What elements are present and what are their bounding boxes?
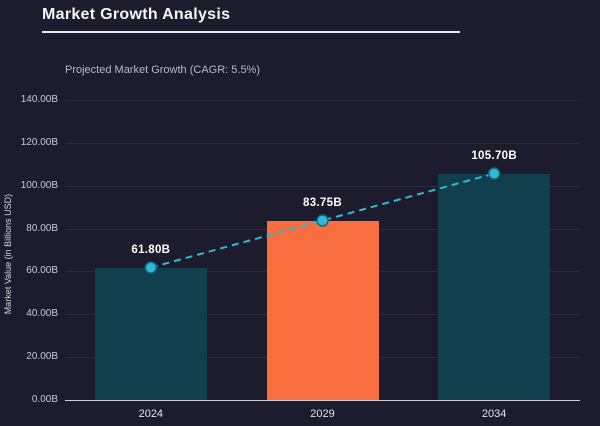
x-tick-label: 2029 — [310, 408, 335, 420]
bar — [266, 220, 379, 400]
gridline — [65, 142, 580, 144]
y-tick-label: 20.00B — [26, 351, 58, 363]
y-tick-label: 80.00B — [26, 222, 58, 234]
x-axis-line — [65, 400, 580, 401]
title-underline — [42, 31, 460, 33]
x-tick-label: 2024 — [138, 408, 164, 420]
chart-subtitle: Projected Market Growth (CAGR: 5.5%) — [65, 64, 261, 76]
y-tick-label: 140.00B — [20, 94, 58, 105]
page-title: Market Growth Analysis — [42, 6, 231, 23]
bar — [438, 173, 551, 400]
gridline — [65, 100, 580, 101]
y-tick-label: 0.00B — [31, 394, 58, 405]
y-tick-label: 40.00B — [26, 308, 58, 320]
y-tick-label: 100.00B — [20, 179, 58, 191]
x-tick-label: 2034 — [481, 408, 507, 420]
y-tick-label: 120.00B — [20, 136, 58, 148]
bar — [94, 267, 207, 400]
bar-value-label: 105.70B — [471, 149, 517, 162]
y-tick-label: 60.00B — [26, 265, 58, 277]
bar-value-label: 83.75B — [303, 196, 342, 209]
bar-value-label: 61.80B — [131, 243, 171, 256]
